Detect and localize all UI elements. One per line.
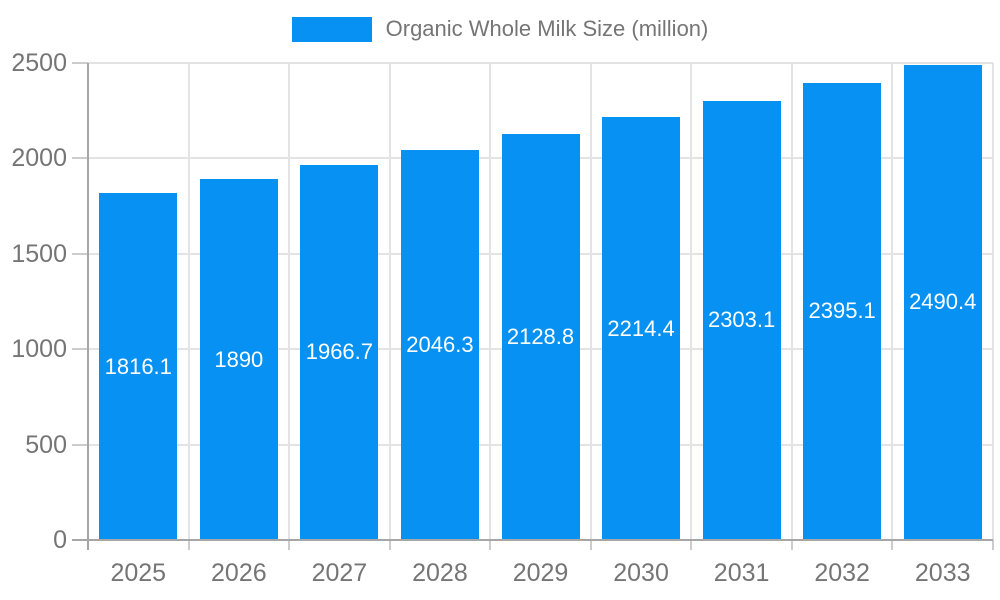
x-axis-tick bbox=[891, 540, 894, 550]
x-axis-tick bbox=[992, 540, 994, 550]
bar-2028 bbox=[400, 149, 479, 540]
bar-2029 bbox=[501, 133, 580, 540]
bar-value-label: 2395.1 bbox=[808, 298, 876, 324]
bar-value-label: 2303.1 bbox=[707, 307, 776, 333]
y-axis-tick bbox=[72, 443, 88, 446]
gridline-vertical bbox=[388, 63, 391, 540]
bar-2032 bbox=[803, 83, 882, 540]
gridline-vertical bbox=[690, 63, 693, 540]
x-tick-label: 2030 bbox=[613, 559, 669, 587]
y-tick-label: 500 bbox=[25, 430, 67, 459]
bar-2026 bbox=[199, 179, 278, 540]
gridline-vertical bbox=[891, 63, 894, 540]
x-tick-label: 2026 bbox=[211, 559, 267, 587]
x-axis-tick bbox=[489, 540, 492, 550]
chart-legend: Organic Whole Milk Size (million) bbox=[0, 16, 1000, 42]
bar-value-label: 2490.4 bbox=[909, 289, 977, 315]
x-tick-label: 2028 bbox=[412, 559, 468, 587]
x-axis-tick bbox=[288, 540, 291, 550]
gridline-vertical bbox=[489, 63, 492, 540]
x-axis-tick bbox=[187, 540, 190, 550]
bar-value-label: 2214.4 bbox=[607, 315, 675, 341]
y-tick-label: 1000 bbox=[11, 335, 67, 364]
y-tick-label: 2000 bbox=[11, 144, 67, 173]
y-axis-line bbox=[87, 63, 89, 550]
bar-2033 bbox=[903, 64, 982, 540]
bar-2030 bbox=[602, 117, 681, 540]
bar-2031 bbox=[702, 100, 781, 540]
bar-value-label: 1966.7 bbox=[305, 339, 374, 365]
bar-2027 bbox=[300, 164, 379, 540]
x-axis-tick bbox=[690, 540, 693, 550]
y-tick-label: 0 bbox=[53, 526, 67, 554]
legend-swatch bbox=[291, 16, 372, 42]
bar-value-label: 2046.3 bbox=[406, 331, 474, 357]
x-tick-label: 2025 bbox=[110, 559, 167, 587]
bar-value-label: 1890 bbox=[214, 346, 264, 372]
x-tick-label: 2029 bbox=[512, 559, 569, 587]
y-axis-tick bbox=[72, 252, 88, 255]
x-tick-label: 2031 bbox=[713, 559, 770, 587]
legend-label: Organic Whole Milk Size (million) bbox=[385, 16, 709, 41]
gridline-vertical bbox=[187, 63, 190, 540]
y-tick-label: 1500 bbox=[11, 239, 67, 268]
y-axis-tick bbox=[72, 348, 88, 351]
gridline-vertical bbox=[992, 63, 994, 540]
y-axis-tick bbox=[72, 157, 88, 160]
bar-value-label: 2128.8 bbox=[506, 323, 575, 349]
x-tick-label: 2027 bbox=[311, 559, 368, 587]
y-tick-label: 2500 bbox=[11, 49, 67, 77]
x-axis-tick bbox=[589, 540, 592, 550]
gridline-vertical bbox=[288, 63, 291, 540]
gridline-vertical bbox=[790, 63, 793, 540]
x-tick-label: 2033 bbox=[914, 559, 971, 587]
gridline-horizontal bbox=[88, 62, 993, 64]
bar-2025 bbox=[99, 193, 178, 540]
x-axis-tick bbox=[790, 540, 793, 550]
gridline-vertical bbox=[589, 63, 592, 540]
x-axis-line bbox=[72, 539, 993, 541]
y-axis-tick bbox=[72, 62, 88, 64]
bar-value-label: 1816.1 bbox=[104, 353, 172, 379]
x-axis-tick bbox=[388, 540, 391, 550]
x-tick-label: 2032 bbox=[814, 559, 870, 587]
